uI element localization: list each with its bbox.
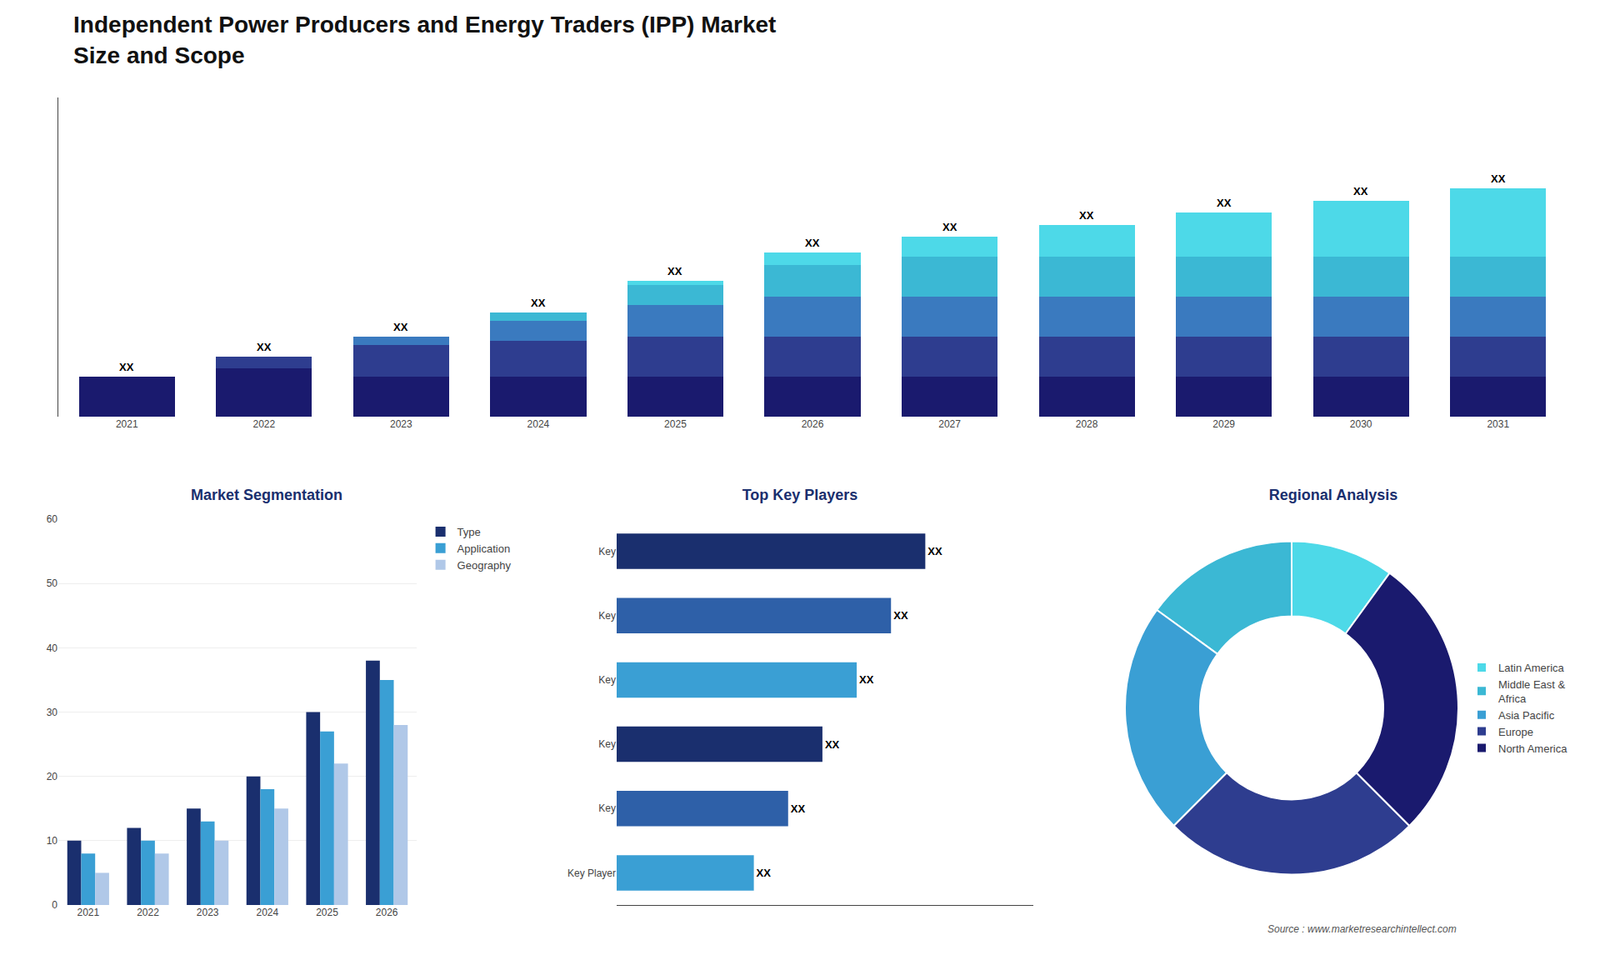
svg-text:XX: XX (805, 236, 820, 250)
svg-text:2024: 2024 (527, 418, 550, 430)
svg-text:XX: XX (859, 673, 875, 686)
svg-text:2022: 2022 (252, 418, 275, 430)
svg-text:2023: 2023 (196, 906, 220, 919)
svg-text:XX: XX (256, 340, 272, 354)
svg-text:2027: 2027 (938, 418, 961, 430)
svg-text:30: 30 (46, 706, 59, 719)
svg-text:Key: Key (598, 738, 616, 750)
svg-text:Europe: Europe (1498, 725, 1534, 739)
svg-text:Application: Application (457, 542, 511, 555)
svg-text:0: 0 (51, 899, 58, 911)
svg-text:Geography: Geography (457, 559, 512, 572)
svg-text:20: 20 (46, 770, 59, 783)
svg-text:Middle East &Africa: Middle East &Africa (1498, 678, 1566, 705)
svg-text:40: 40 (46, 642, 59, 655)
svg-text:XX: XX (393, 320, 409, 334)
svg-text:Latin America: Latin America (1498, 661, 1565, 675)
svg-text:10: 10 (46, 835, 59, 847)
svg-text:XX: XX (1079, 209, 1095, 222)
svg-text:XX: XX (1490, 172, 1506, 185)
svg-text:50: 50 (46, 577, 59, 590)
svg-text:Asia Pacific: Asia Pacific (1498, 709, 1555, 722)
svg-text:XX: XX (825, 738, 840, 751)
svg-text:XX: XX (530, 296, 546, 310)
svg-text:2026: 2026 (375, 906, 399, 919)
svg-text:2023: 2023 (390, 418, 413, 430)
svg-text:Top Key Players: Top Key Players (742, 486, 859, 504)
svg-text:2025: 2025 (315, 906, 339, 919)
svg-text:North America: North America (1498, 742, 1568, 755)
svg-text:Key: Key (598, 545, 616, 558)
svg-text:Source : www.marketresearchint: Source : www.marketresearchintellect.com (1267, 923, 1457, 935)
svg-text:2025: 2025 (664, 418, 687, 430)
svg-text:Independent Power Producers an: Independent Power Producers and Energy T… (73, 11, 776, 68)
svg-text:2021: 2021 (76, 906, 100, 919)
svg-text:2028: 2028 (1075, 418, 1099, 430)
svg-text:XX: XX (790, 802, 806, 815)
svg-text:Market Segmentation: Market Segmentation (190, 486, 343, 504)
svg-text:Regional Analysis: Regional Analysis (1269, 486, 1398, 504)
svg-text:Key Player: Key Player (567, 867, 616, 880)
svg-text:2022: 2022 (136, 906, 160, 919)
svg-text:XX: XX (1353, 185, 1369, 198)
svg-text:2024: 2024 (255, 906, 279, 919)
svg-text:XX: XX (942, 220, 958, 234)
svg-text:XX: XX (756, 866, 772, 880)
svg-text:2029: 2029 (1212, 418, 1235, 430)
svg-text:XX: XX (667, 265, 683, 278)
svg-text:2026: 2026 (801, 418, 825, 430)
svg-text:XX: XX (1216, 196, 1232, 210)
svg-text:Type: Type (457, 525, 481, 539)
svg-text:2021: 2021 (115, 418, 139, 430)
svg-text:60: 60 (46, 513, 59, 525)
svg-text:Key: Key (598, 674, 616, 686)
svg-text:XX: XX (893, 609, 909, 622)
svg-text:Key: Key (598, 802, 616, 815)
svg-text:XX: XX (119, 360, 135, 374)
svg-text:2031: 2031 (1486, 418, 1510, 430)
svg-text:2030: 2030 (1350, 418, 1373, 430)
svg-text:XX: XX (927, 545, 943, 558)
svg-text:Key: Key (598, 610, 616, 622)
